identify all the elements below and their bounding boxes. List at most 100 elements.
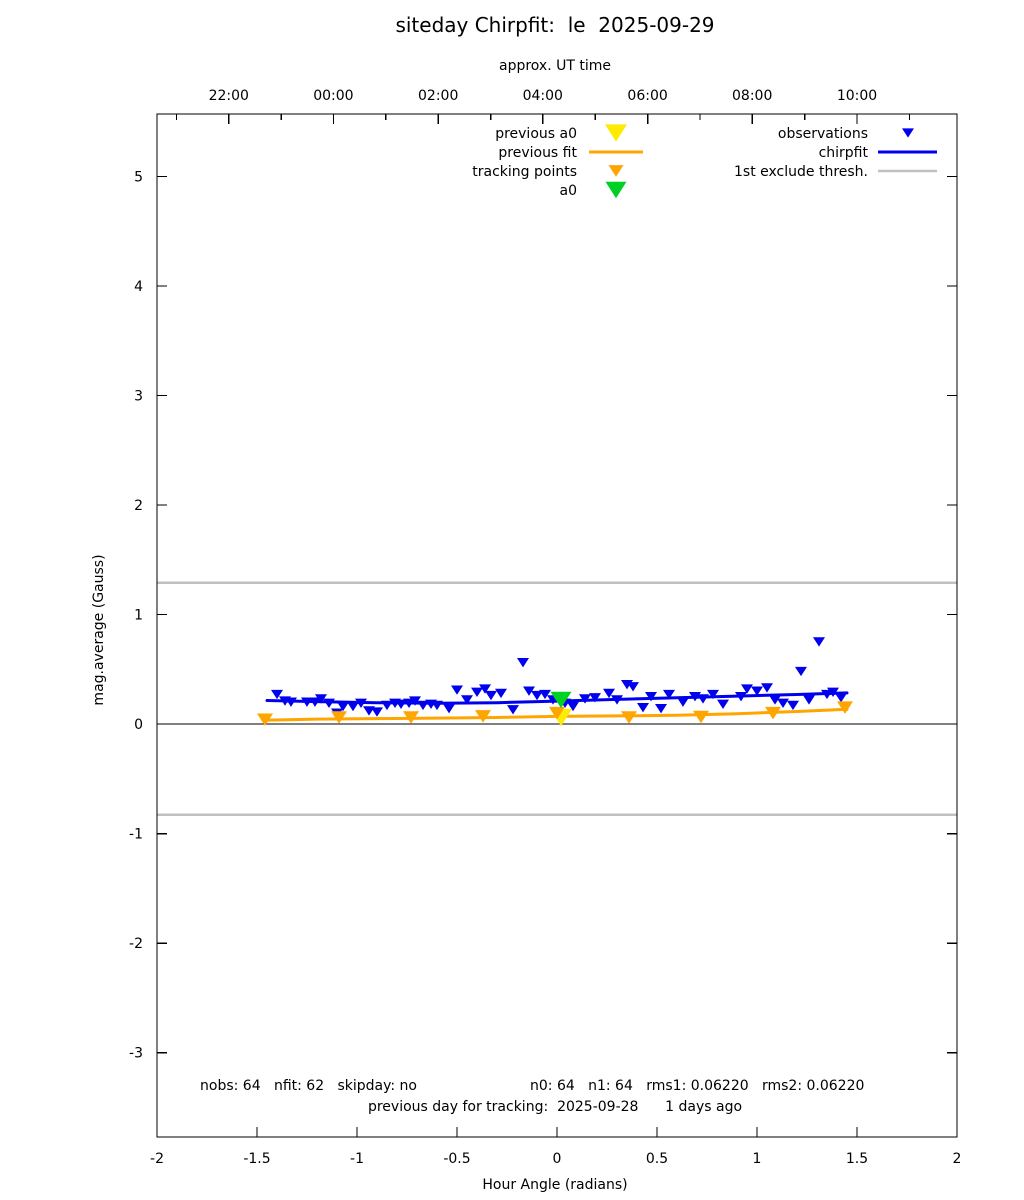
observations-point [611,695,623,705]
observations-point [409,696,421,706]
observations-point [827,687,839,697]
observations-point [579,694,591,704]
observations-point [309,697,321,707]
legend-label-observations: observations [778,126,868,142]
observations-point [603,688,615,699]
stats-line1-left: nobs: 64 nfit: 62 skipday: no [200,1078,417,1094]
y-tick-label: -1 [129,827,143,843]
x-tick-label: 1.5 [846,1151,868,1167]
tracking-points-point [837,701,853,714]
observations-point [795,666,807,677]
observations-point [803,695,815,705]
observations-point [645,692,657,702]
y-tick-label: 1 [134,608,143,624]
observations-point [523,686,535,696]
y-tick-label: 3 [134,388,143,404]
y-tick-label: 2 [134,498,143,514]
observations-point [769,695,781,705]
stats-line2: previous day for tracking: 2025-09-28 1 … [367,1099,743,1115]
observations-point [517,658,529,668]
legend-label-tracking-points: tracking points [472,164,577,180]
observations-point [787,700,799,711]
observations-point [395,699,407,710]
observations-point [485,690,497,701]
tracking-points-point [621,711,637,724]
observations-point [301,697,313,707]
observations-point [637,702,649,713]
observations-point [539,689,551,700]
observations-point [751,686,763,696]
x-tick-label: -0.5 [443,1151,470,1167]
observations-point [507,705,519,715]
observations-point [735,692,747,702]
y-tick-label: -3 [129,1046,143,1062]
observations-point [627,682,639,692]
legend-label-chirpfit: chirpfit [819,145,869,161]
y-tick-label: 5 [134,169,143,185]
observations-point [835,693,847,703]
ut-tick-label: 06:00 [627,88,667,104]
observations-point [443,704,455,714]
observations-point [381,700,393,711]
legend-label-1st-exclude-thresh: 1st exclude thresh. [734,164,868,180]
observations-point [451,685,463,695]
observations-point [707,689,719,700]
x-tick-label: 0 [553,1151,562,1167]
stats-line1-right: n0: 64 n1: 64 rms1: 0.06220 rms2: 0.0622… [530,1078,865,1094]
legend-marker-previous-a0 [605,124,627,142]
observations-point [663,689,675,700]
observations-point [315,694,327,704]
legend-marker-tracking-points [608,165,624,177]
chart-title: siteday Chirpfit: le 2025-09-29 [395,13,715,37]
a0-point [550,691,572,709]
x-tick-label: 1 [753,1151,762,1167]
observations-point [697,694,709,704]
observations-point [567,701,579,712]
observations-point [431,700,443,711]
y-tick-label: 4 [134,279,143,295]
observations-point [777,698,789,708]
x-tick-label: 0.5 [646,1151,668,1167]
legend-marker-observations [902,128,914,138]
x-axis-label: Hour Angle (radians) [482,1177,628,1193]
ut-tick-label: 10:00 [837,88,877,104]
observations-point [461,695,473,705]
observations-point [741,684,753,694]
observations-point [813,637,825,647]
ut-tick-label: 00:00 [313,88,353,104]
tracking-points-point [693,710,709,724]
observations-point [761,683,773,693]
observations-point [589,693,601,703]
legend-label-a0: a0 [560,183,578,199]
legend-marker-a0 [605,181,627,199]
tracking-points-point [765,706,781,720]
observations-point [355,698,367,708]
ut-tick-label: 04:00 [523,88,563,104]
ut-tick-label: 22:00 [209,88,249,104]
observations-point [285,697,297,707]
observations-point [271,689,283,700]
ut-tick-label: 08:00 [732,88,772,104]
x-tick-label: -2 [150,1151,164,1167]
tracking-points-point [403,711,419,724]
observations-point [347,701,359,712]
observations-point [323,698,335,708]
observations-point [677,697,689,707]
tracking-points-point [475,710,491,723]
x-tick-label: 2 [953,1151,962,1167]
observations-point [337,701,349,712]
observations-point [495,688,507,699]
x-tick-label: -1.5 [243,1151,270,1167]
ut-tick-label: 02:00 [418,88,458,104]
legend-label-previous-a0: previous a0 [495,126,577,142]
observations-point [717,699,729,710]
top-axis-label: approx. UT time [499,58,611,74]
observations-point [531,690,543,701]
x-tick-label: -1 [350,1151,364,1167]
y-tick-label: -2 [129,936,143,952]
observations-point [417,700,429,711]
observations-point [655,704,667,714]
observations-point [479,684,491,694]
tracking-points-point [257,713,273,726]
